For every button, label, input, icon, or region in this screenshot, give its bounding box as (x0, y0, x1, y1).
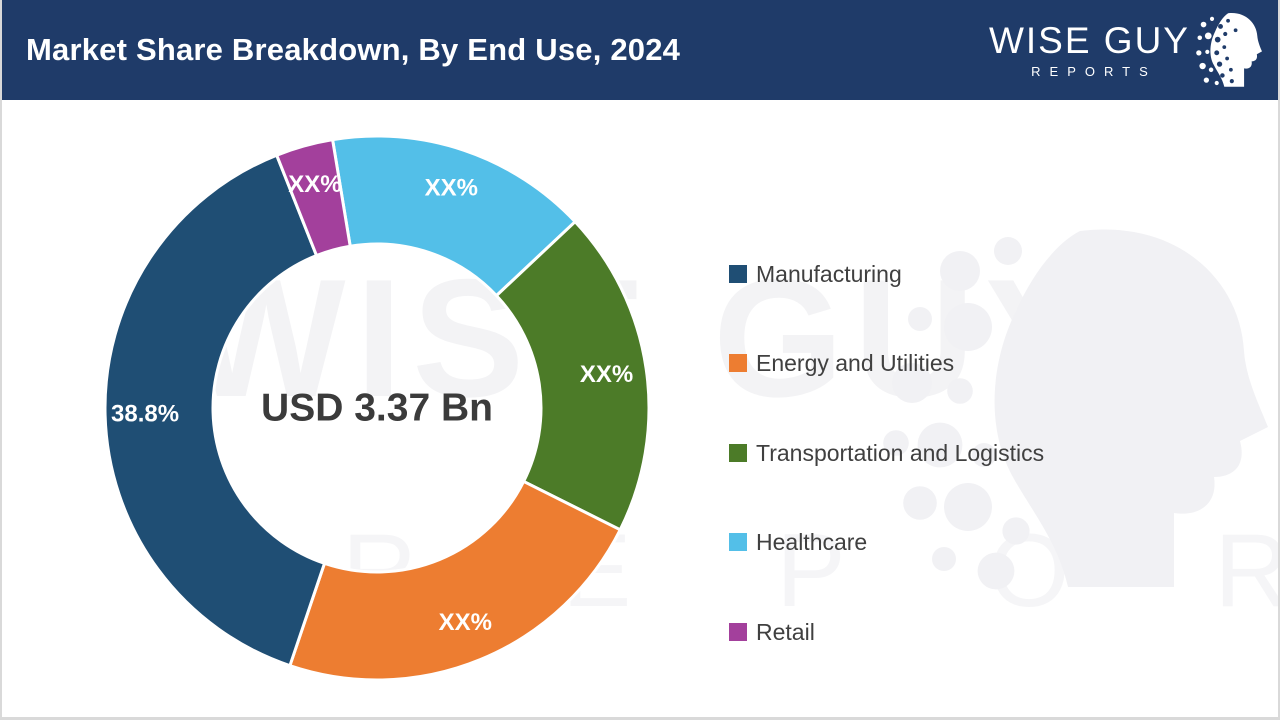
legend-swatch-transportation-and-logistics (729, 444, 747, 462)
legend-label-manufacturing: Manufacturing (756, 261, 902, 287)
legend-label-healthcare: Healthcare (756, 529, 868, 555)
legend-item-energy-and-utilities: Energy and Utilities (729, 349, 954, 377)
wiseguy-logo: WISE GUY REPORTS (989, 9, 1262, 91)
legend-swatch-retail (729, 623, 747, 641)
header-bar: Market Share Breakdown, By End Use, 2024… (2, 0, 1278, 100)
slice-label-retail: XX% (288, 171, 341, 198)
slice-label-manufacturing: 38.8% (111, 400, 179, 427)
legend-label-energy-and-utilities: Energy and Utilities (756, 350, 955, 376)
legend-swatch-healthcare (729, 533, 747, 551)
logo-subtitle: REPORTS (1031, 64, 1157, 79)
watermark-head-graphic (883, 229, 1268, 590)
legend-label-retail: Retail (756, 619, 815, 645)
legend-item-retail: Retail (729, 618, 815, 646)
legend-item-manufacturing: Manufacturing (729, 260, 902, 288)
legend-item-healthcare: Healthcare (729, 528, 867, 556)
logo-wordmark: WISE GUY (988, 20, 1190, 61)
wiseguy-logo-text: WISE GUY REPORTS (988, 20, 1190, 80)
donut-segment-retail (275, 138, 352, 258)
legend-swatch-manufacturing (729, 265, 747, 283)
slice-label-healthcare: XX% (425, 175, 478, 202)
legend-swatch-energy-and-utilities (729, 354, 747, 372)
wiseguy-logo-head-icon (1196, 13, 1262, 87)
page-title: Market Share Breakdown, By End Use, 2024 (26, 32, 681, 67)
legend-item-transportation-and-logistics: Transportation and Logistics (729, 439, 1044, 467)
legend-label-transportation-and-logistics: Transportation and Logistics (756, 440, 1045, 466)
